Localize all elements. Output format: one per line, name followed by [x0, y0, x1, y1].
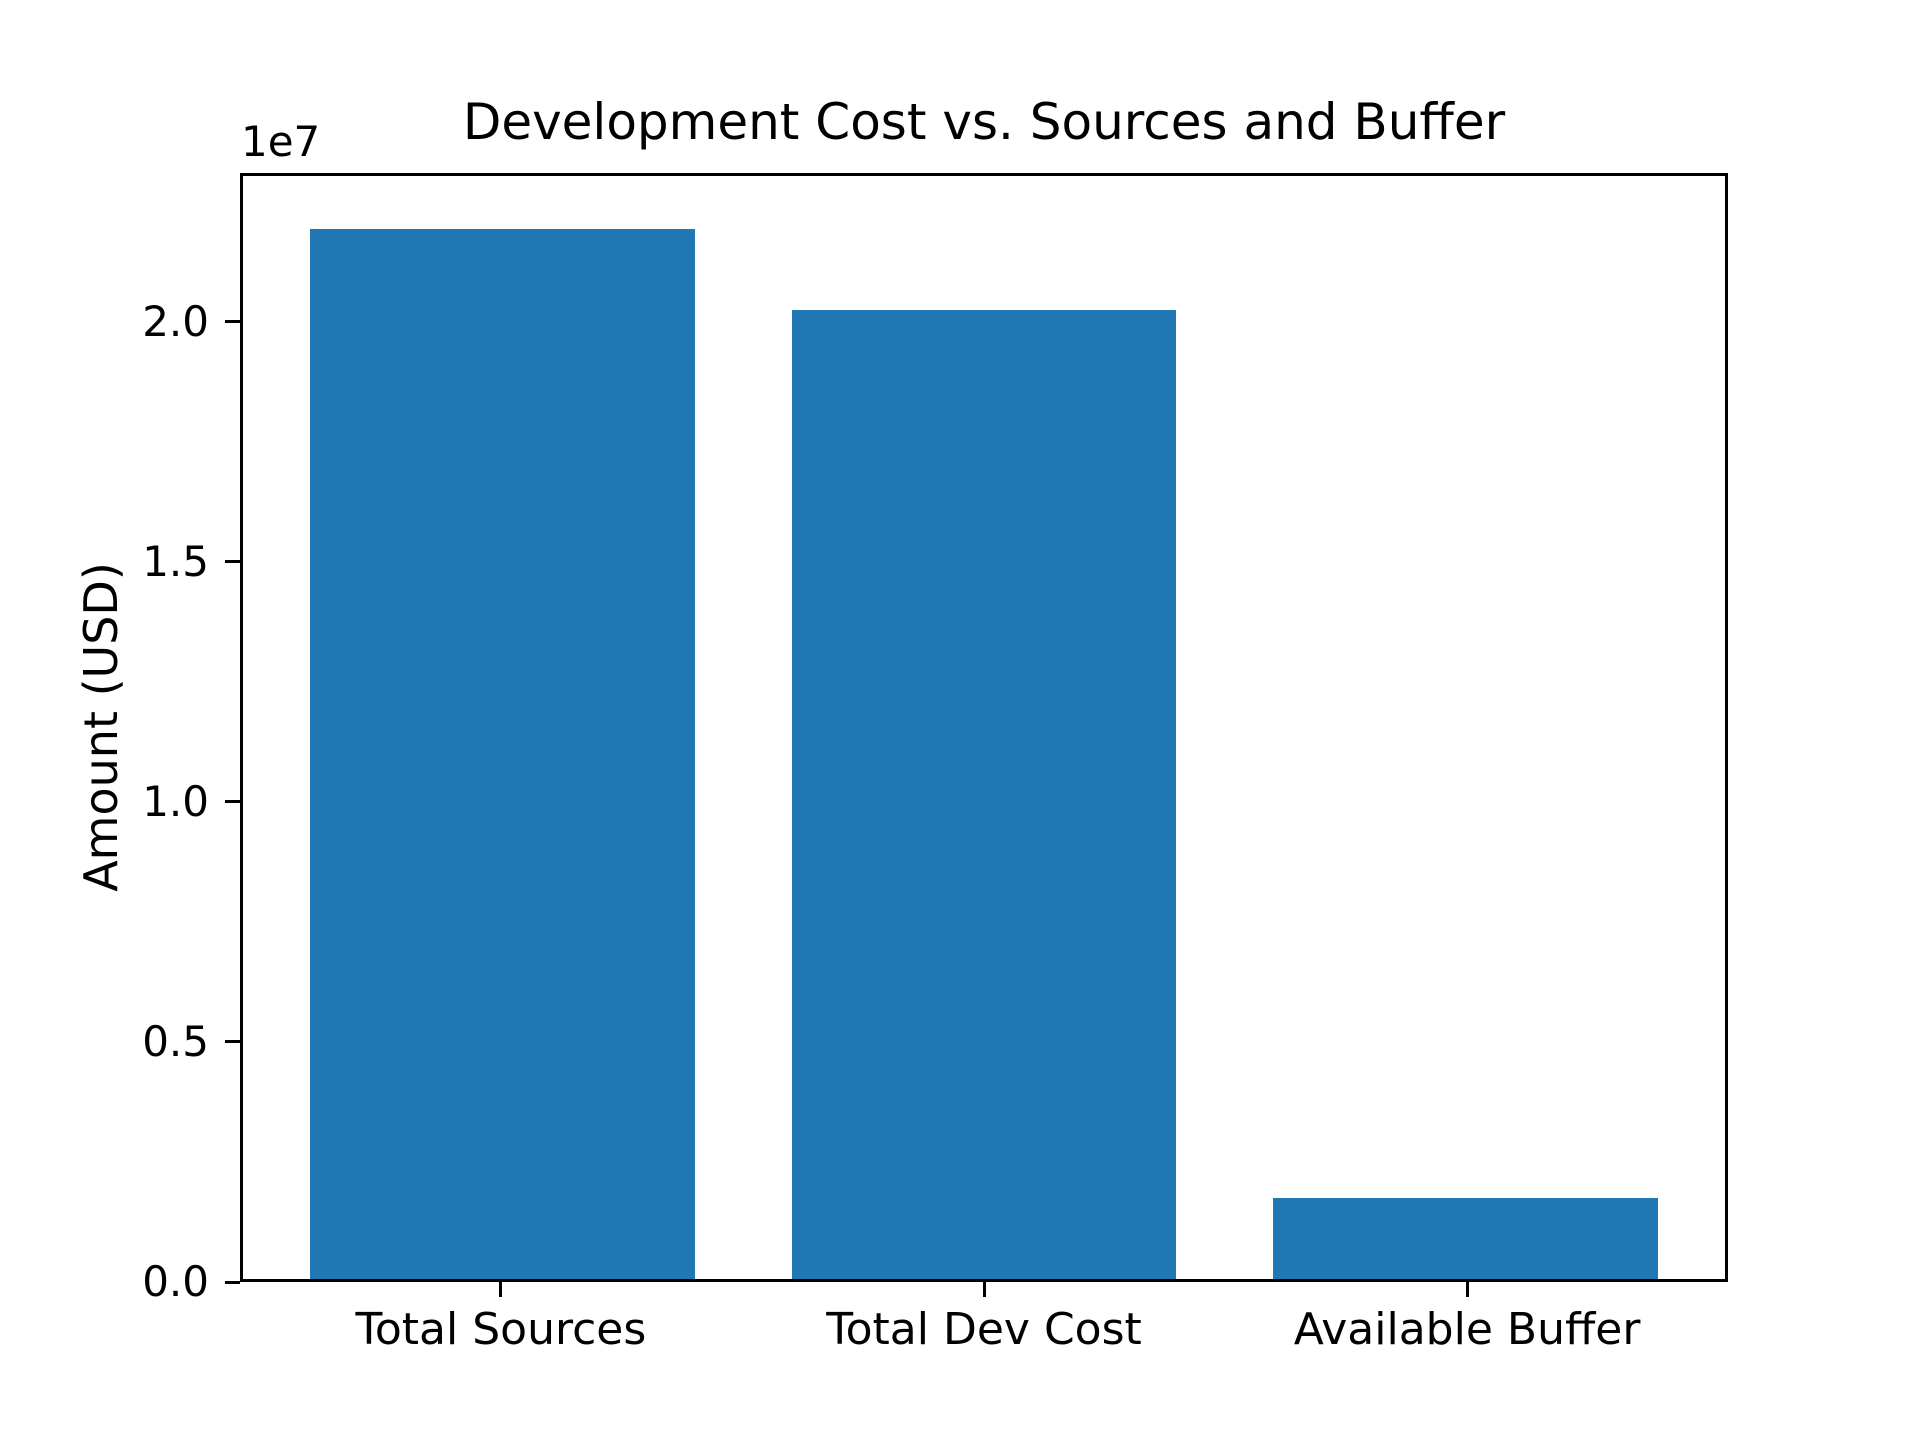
y-tick-label: 1.0: [142, 776, 209, 826]
y-tick-mark: [225, 1040, 240, 1044]
y-tick-label: 2.0: [142, 296, 209, 346]
x-tick-mark: [982, 1282, 986, 1297]
x-tick-label-total-dev-cost: Total Dev Cost: [826, 1304, 1142, 1355]
x-tick-label-available-buffer: Available Buffer: [1293, 1304, 1641, 1355]
y-tick-mark: [225, 320, 240, 324]
x-tick-mark: [1465, 1282, 1469, 1297]
x-tick-mark: [499, 1282, 503, 1297]
chart-title: Development Cost vs. Sources and Buffer: [462, 93, 1506, 151]
y-tick-mark: [225, 560, 240, 564]
y-axis-offset-label: 1e7: [241, 117, 321, 166]
y-axis-label: Amount (USD): [74, 562, 128, 892]
y-tick-label: 0.5: [142, 1016, 209, 1066]
bar-total-sources: [310, 228, 696, 1279]
y-tick-mark: [225, 1280, 240, 1284]
y-tick-mark: [225, 800, 240, 804]
bar-available-buffer: [1272, 1197, 1658, 1279]
bar-total-dev-cost: [791, 309, 1177, 1279]
x-tick-label-total-sources: Total Sources: [355, 1304, 647, 1355]
y-tick-label: 1.5: [142, 536, 209, 586]
y-tick-label: 0.0: [142, 1257, 209, 1306]
plot-area: [240, 173, 1728, 1282]
